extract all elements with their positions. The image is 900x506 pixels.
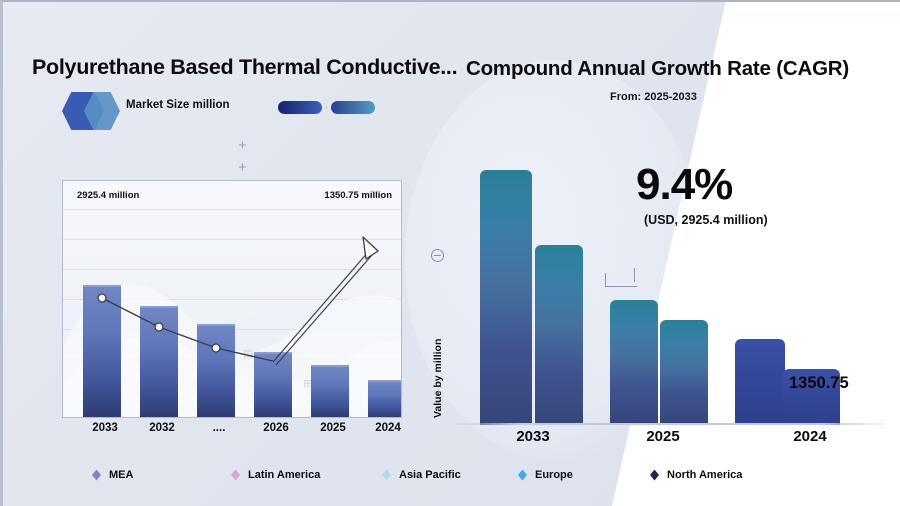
callout-bracket-icon (605, 273, 637, 287)
x-tick-2024: 2024 (375, 422, 401, 434)
minus-circle-icon (431, 249, 444, 262)
x-tick-2026: 2026 (263, 422, 289, 434)
bar-2033 (83, 285, 121, 417)
bar-dots (197, 324, 235, 417)
cagr-value: 9.4% (636, 160, 733, 209)
page-title-right: Compound Annual Growth Rate (CAGR) (466, 57, 850, 80)
bar-2033-primary (480, 170, 532, 425)
left-chart-end-label: 1350.75 million (324, 190, 392, 201)
bar-2033-secondary (535, 245, 583, 425)
watermark-icon: ⊞ (303, 378, 313, 390)
bar-2024-secondary (783, 369, 840, 425)
brand-label: Market Size million (126, 99, 230, 111)
plus-icon: + (238, 137, 247, 154)
page-subtitle-right: From: 2025-2033 (610, 91, 697, 103)
legend-label: Asia Pacific (399, 469, 461, 481)
bar-2024-primary (735, 339, 785, 425)
right-chart-x-axis: 2033 2025 2024 (455, 428, 885, 450)
x-tick-2025: 2025 (646, 428, 680, 445)
pill-swatch-primary (278, 101, 322, 114)
x-tick-2032: 2032 (149, 422, 175, 434)
x-tick-2024: 2024 (793, 428, 827, 445)
bar-2024 (368, 380, 401, 417)
legend-marker-icon (650, 469, 659, 481)
right-chart-baseline (455, 423, 885, 425)
watermark-icon: ▤ (243, 348, 254, 360)
pill-swatch-secondary (331, 101, 375, 114)
x-tick-2033: 2033 (516, 428, 550, 445)
page-title-left: Polyurethane Based Thermal Conductive... (32, 55, 458, 79)
left-chart-x-axis: 2033 2032 .... 2026 2025 2024 (62, 422, 402, 442)
right-cagr-chart (455, 140, 885, 425)
hexagon-overlap-logo-icon (62, 92, 120, 130)
legend-label: North America (667, 469, 743, 481)
left-chart-start-label: 2925.4 million (77, 190, 140, 201)
legend-item-north-america[interactable]: North America (650, 469, 742, 481)
legend-marker-icon (92, 469, 101, 481)
left-market-size-chart: ▤ ⊞ 2925.4 million 1350.75 million (62, 180, 402, 418)
legend-marker-icon (518, 469, 527, 481)
left-chart-secondary-axis-label: Value by million (432, 338, 444, 418)
legend-item-mea[interactable]: MEA (92, 469, 133, 481)
legend-label: Latin America (248, 469, 321, 481)
pill-legend: · (278, 101, 375, 114)
pill-divider-icon: · (325, 102, 328, 112)
legend-item-europe[interactable]: Europe (518, 469, 573, 481)
x-tick-2033: 2033 (92, 422, 118, 434)
plus-icon: + (238, 159, 247, 176)
legend-label: Europe (535, 469, 573, 481)
bar-2025 (311, 365, 349, 417)
legend-label: MEA (109, 469, 134, 481)
x-tick-dots: .... (212, 422, 226, 434)
trend-line-and-arrow (97, 236, 379, 366)
legend-item-asia-pacific[interactable]: Asia Pacific (382, 469, 461, 481)
right-chart-data-label: 1350.75 (789, 374, 849, 392)
bar-2026 (254, 352, 292, 417)
bar-2025-primary (610, 300, 658, 425)
legend-marker-icon (231, 469, 240, 481)
legend-marker-icon (382, 469, 391, 481)
chart-legend: MEA Latin America Asia Pacific Europe No… (0, 462, 900, 488)
callout-bracket-tick-icon (634, 268, 635, 282)
bar-2025-secondary (660, 320, 708, 425)
legend-item-latin-america[interactable]: Latin America (231, 469, 320, 481)
cagr-note: (USD, 2925.4 million) (644, 213, 768, 227)
x-tick-2025: 2025 (320, 422, 346, 434)
